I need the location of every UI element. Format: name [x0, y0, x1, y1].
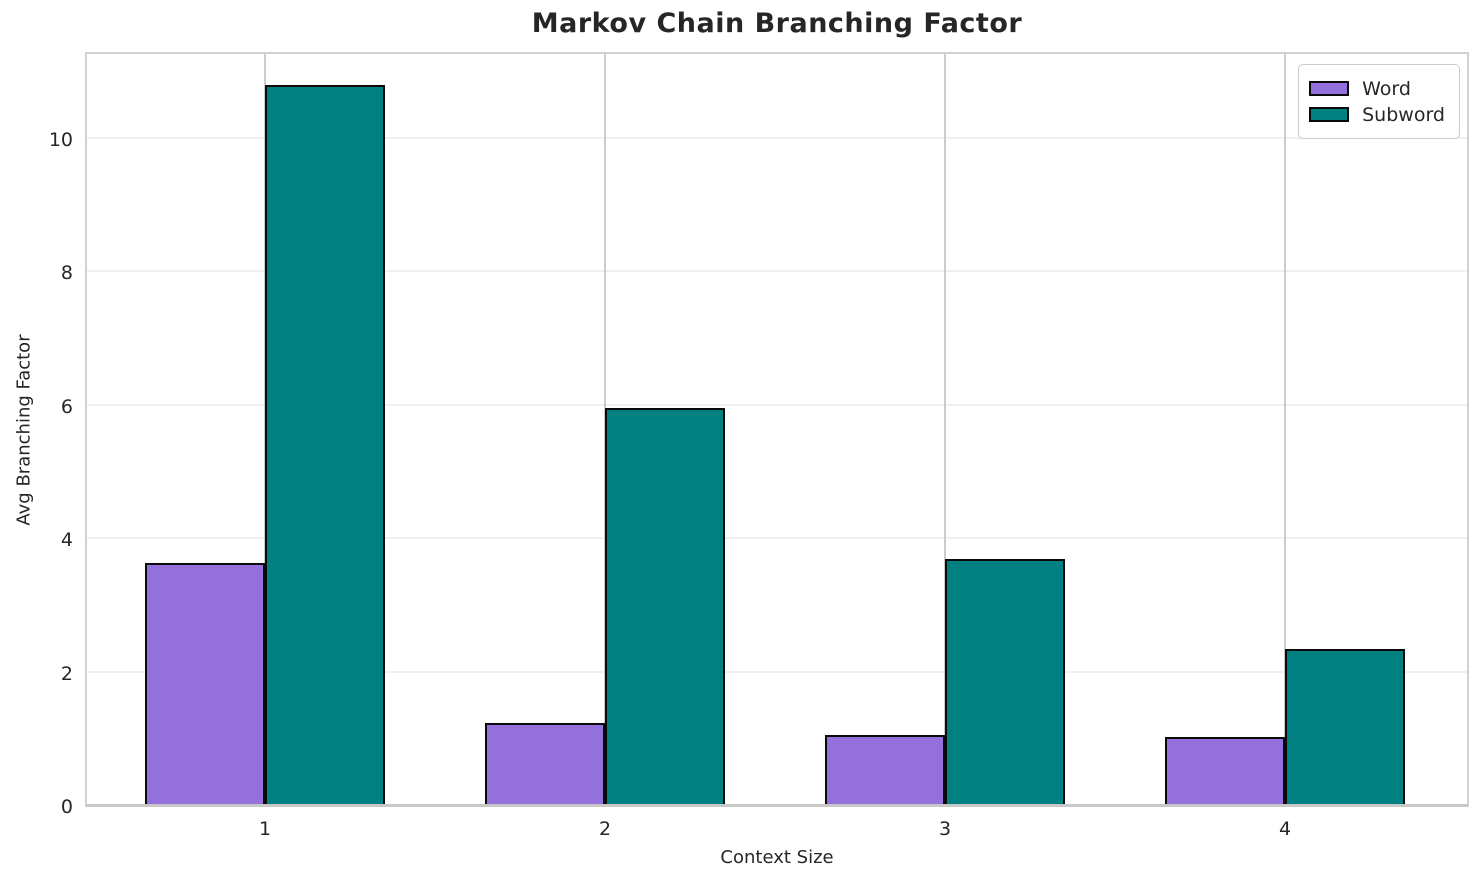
h-gridline-4: [87, 537, 1467, 540]
y-tick-label-0: 0: [60, 796, 73, 818]
y-tick-label-10: 10: [48, 129, 73, 152]
x-tick-label-4: 4: [1278, 818, 1292, 840]
y-tick-label-6: 6: [60, 395, 73, 418]
bar-word-2: [485, 723, 605, 804]
y-tick-label-8: 8: [60, 262, 73, 285]
bar-subword-4: [1285, 649, 1405, 804]
legend-label-word: Word: [1362, 77, 1411, 100]
bar-word-1: [145, 563, 265, 804]
h-gridline-8: [87, 270, 1467, 273]
bar-subword-3: [945, 559, 1065, 804]
x-tick-label-3: 3: [938, 818, 952, 840]
legend: Word Subword: [1298, 64, 1460, 139]
v-gridline-4: [1284, 54, 1286, 804]
bar-word-4: [1165, 737, 1285, 804]
bar-subword-1: [265, 85, 385, 804]
y-axis-label: Avg Branching Factor: [13, 334, 35, 526]
chart-title: Markov Chain Branching Factor: [531, 8, 1023, 39]
bar-word-3: [825, 735, 945, 804]
legend-row-subword: Subword: [1309, 103, 1445, 126]
h-gridline-10: [87, 137, 1467, 140]
plot-area: Word Subword: [85, 52, 1469, 807]
x-tick-label-2: 2: [598, 818, 612, 840]
v-gridline-3: [944, 54, 946, 804]
legend-row-word: Word: [1309, 77, 1445, 100]
x-tick-label-1: 1: [258, 818, 272, 840]
bar-subword-2: [605, 408, 725, 804]
h-gridline-6: [87, 403, 1467, 406]
legend-label-subword: Subword: [1362, 103, 1445, 126]
x-axis-label: Context Size: [720, 847, 834, 868]
legend-swatch-subword: [1309, 107, 1350, 122]
h-gridline-2: [87, 670, 1467, 673]
y-tick-label-2: 2: [60, 662, 73, 685]
legend-swatch-word: [1309, 81, 1350, 96]
y-tick-label-4: 4: [60, 529, 73, 552]
